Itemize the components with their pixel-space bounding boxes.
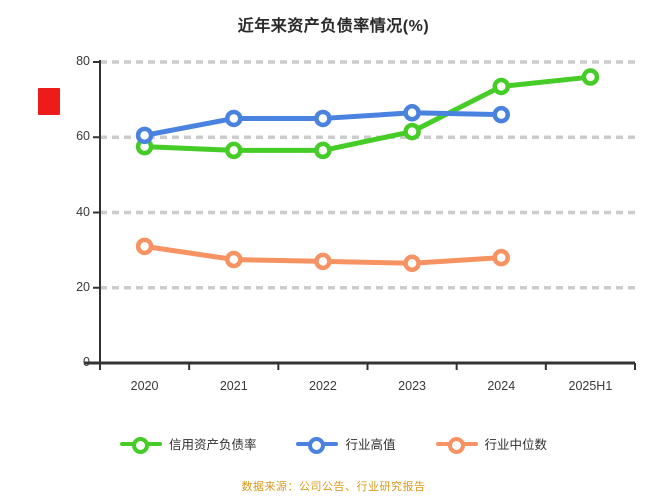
data-point: [135, 126, 154, 145]
legend-marker-icon: [296, 436, 339, 454]
x-tick-label: 2023: [398, 379, 426, 393]
data-point: [314, 141, 332, 160]
legend-marker-icon: [119, 436, 162, 454]
data-point: [314, 252, 332, 271]
y-tick-label: 40: [76, 204, 90, 219]
x-tick-label: 2022: [309, 379, 337, 393]
chart-title: 近年来资产负债率情况(%): [237, 18, 430, 35]
data-point: [581, 68, 600, 86]
axis-lines: [84, 60, 635, 365]
x-axis-ticks: [99, 363, 636, 370]
data-point: [225, 250, 243, 269]
data-point: [225, 109, 243, 128]
legend-marker-icon: [435, 436, 478, 454]
red-stamp-watermark: 章: [38, 88, 60, 115]
x-tick-label: 2024: [487, 379, 516, 393]
data-point: [492, 248, 510, 267]
legend-label: 行业高值: [345, 438, 396, 452]
data-point: [403, 104, 421, 122]
y-tick-label: 60: [76, 129, 90, 144]
x-tick-label: 2025H1: [568, 379, 613, 393]
y-tick-label: 80: [76, 54, 90, 68]
data-point: [314, 109, 332, 128]
data-point: [225, 141, 243, 160]
x-tick-label: 2021: [219, 379, 248, 393]
gridlines: [100, 60, 635, 290]
legend-label: 行业中位数: [484, 438, 548, 452]
legend-item-0[interactable]: 信用资产负债率: [119, 434, 257, 454]
data-point: [492, 105, 510, 124]
x-tick-label: 2020: [130, 379, 159, 393]
y-tick-label: 0: [83, 355, 90, 369]
data-point: [492, 77, 510, 96]
y-tick-label: 20: [76, 279, 90, 294]
legend-item-2[interactable]: 行业中位数: [435, 434, 548, 454]
data-point: [403, 254, 421, 273]
data-point: [403, 122, 421, 141]
series-line-0: [142, 74, 593, 153]
legend-item-1[interactable]: 行业高值: [296, 434, 396, 454]
series-layer: [135, 68, 600, 273]
source-watermark: 数据来源：公司公告、行业研究报告: [241, 481, 426, 493]
data-point: [135, 237, 154, 256]
chart-legend: 信用资产负债率 行业高值 行业中位数: [0, 434, 667, 454]
legend-label: 信用资产负债率: [168, 438, 257, 452]
